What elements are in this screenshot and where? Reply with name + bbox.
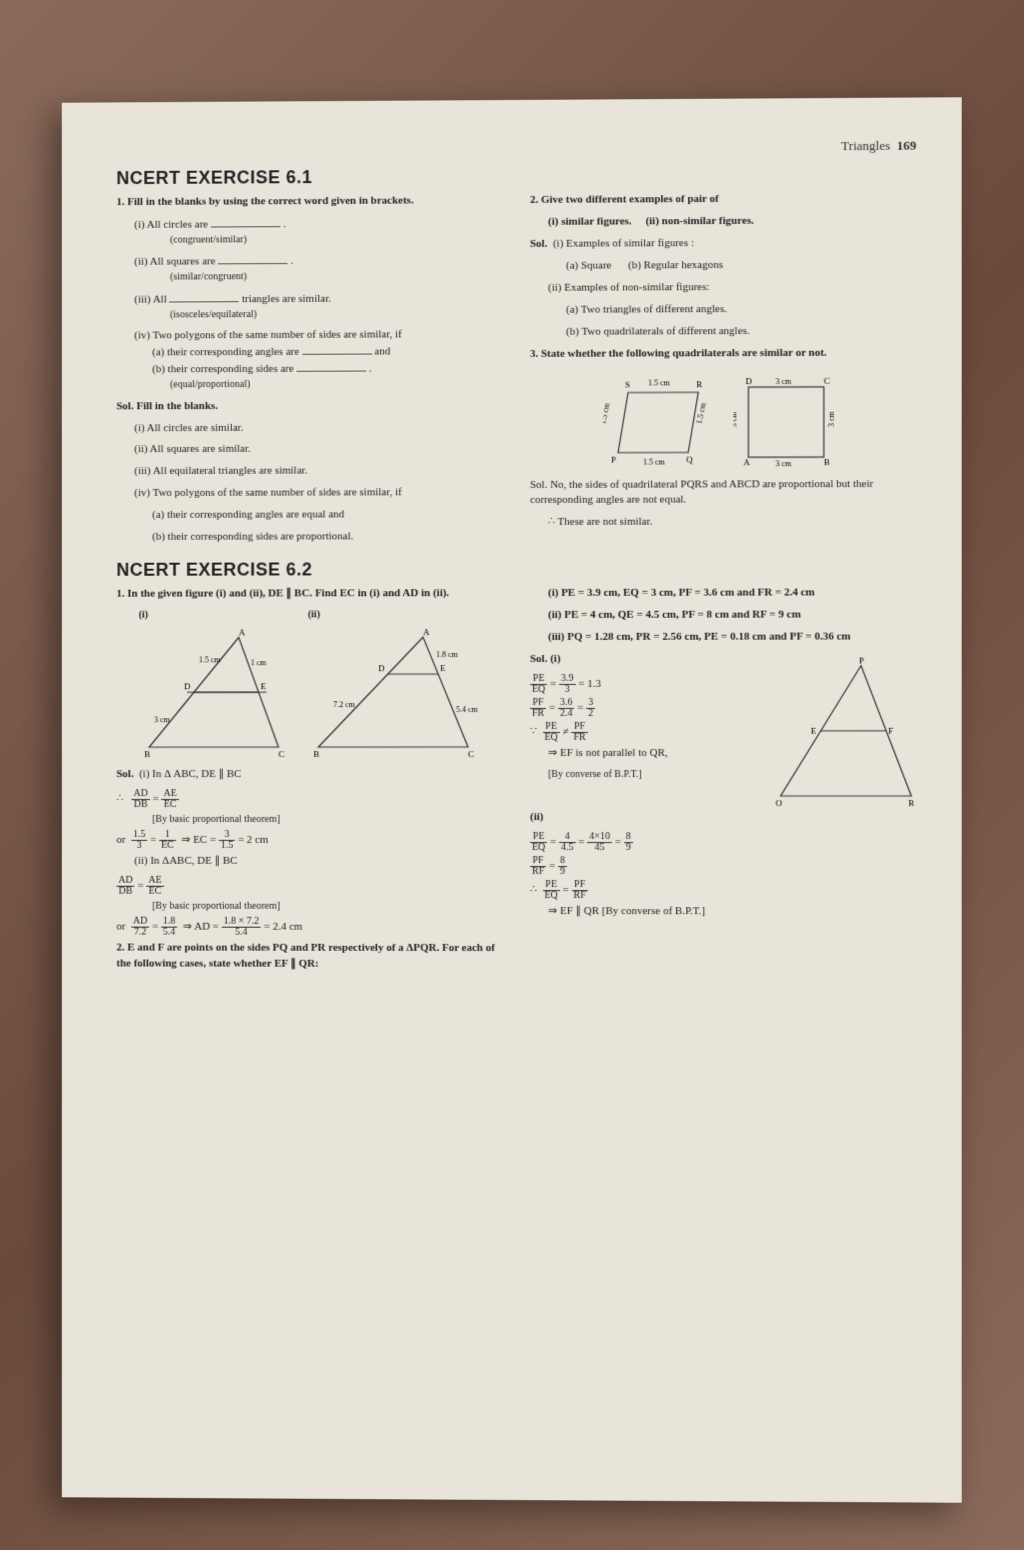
- ex62-left-col: 1. In the given figure (i) and (ii), DE …: [116, 586, 500, 979]
- sol-iv: (iv) Two polygons of the same number of …: [134, 485, 500, 502]
- sol-iv-a: (a) their corresponding angles are equal…: [152, 507, 500, 524]
- svg-text:R: R: [908, 798, 914, 806]
- sol1-intro: Sol. Fill in the blanks.: [116, 398, 500, 415]
- svg-text:P: P: [611, 454, 616, 464]
- blank: [211, 216, 281, 227]
- svg-text:3 cm: 3 cm: [826, 410, 835, 427]
- pqrs-figure: S R P Q 1.5 cm 1.5 cm 1.5 cm 1.5 cm: [603, 372, 713, 467]
- svg-text:A: A: [238, 627, 245, 637]
- svg-text:A: A: [743, 457, 750, 467]
- sol-iv-b: (b) their corresponding sides are propor…: [152, 529, 500, 546]
- svg-text:1.5 cm: 1.5 cm: [648, 378, 671, 387]
- svg-text:1.5 cm: 1.5 cm: [198, 655, 220, 664]
- triangle-i: A B C D E 1.5 cm 1 cm 3 cm: [139, 627, 288, 757]
- svg-text:A: A: [423, 627, 430, 637]
- svg-text:D: D: [745, 376, 752, 386]
- svg-text:Q: Q: [776, 798, 783, 806]
- exercise-61-body: 1. Fill in the blanks by using the corre…: [116, 191, 916, 552]
- svg-text:D: D: [378, 663, 385, 673]
- svg-text:P: P: [859, 655, 864, 665]
- sol3b: ∴ These are not similar.: [548, 514, 916, 531]
- svg-text:E: E: [440, 663, 446, 673]
- svg-text:C: C: [468, 749, 474, 757]
- svg-text:5.4 cm: 5.4 cm: [456, 705, 478, 714]
- q1-ii: (ii) All squares are . (similar/congruen…: [134, 252, 500, 285]
- ex61-right-col: 2. Give two different examples of pair o…: [530, 191, 916, 551]
- q3: 3. State whether the following quadrilat…: [530, 345, 916, 362]
- triangle-pqr: P Q R E F: [776, 655, 917, 806]
- svg-text:C: C: [278, 749, 284, 757]
- svg-text:R: R: [696, 379, 702, 389]
- chapter-name: Triangles: [841, 138, 890, 153]
- svg-text:1.5 cm: 1.5 cm: [643, 457, 666, 466]
- quadrilateral-figures: S R P Q 1.5 cm 1.5 cm 1.5 cm 1.5 cm D C …: [530, 367, 916, 471]
- svg-text:C: C: [823, 375, 829, 385]
- q1-iv: (iv) Two polygons of the same number of …: [134, 327, 500, 393]
- ex61-left-col: 1. Fill in the blanks by using the corre…: [116, 193, 500, 552]
- page-number: 169: [897, 138, 917, 153]
- exercise-62-title: NCERT EXERCISE 6.2: [116, 558, 916, 581]
- svg-text:B: B: [144, 749, 150, 757]
- svg-text:D: D: [183, 681, 190, 691]
- svg-text:F: F: [888, 726, 893, 736]
- ex62-right-col: (i) PE = 3.9 cm, EQ = 3 cm, PF = 3.6 cm …: [530, 585, 916, 980]
- svg-text:7.2 cm: 7.2 cm: [333, 700, 355, 709]
- svg-text:S: S: [625, 379, 630, 389]
- svg-text:3 cm: 3 cm: [154, 715, 170, 724]
- svg-text:3 cm: 3 cm: [733, 410, 738, 427]
- q2: 2. Give two different examples of pair o…: [530, 191, 916, 209]
- svg-text:B: B: [823, 457, 829, 467]
- q1-intro: 1. Fill in the blanks by using the corre…: [116, 193, 500, 211]
- svg-text:B: B: [313, 749, 319, 757]
- sol-i: (i) All circles are similar.: [134, 420, 500, 437]
- svg-text:1 cm: 1 cm: [250, 658, 266, 667]
- svg-text:3 cm: 3 cm: [775, 459, 792, 467]
- sol-iii: (iii) All equilateral triangles are simi…: [134, 463, 500, 480]
- exercise-62-body: 1. In the given figure (i) and (ii), DE …: [116, 585, 916, 980]
- svg-text:E: E: [260, 681, 266, 691]
- abcd-figure: D C A B 3 cm 3 cm 3 cm 3 cm: [733, 371, 844, 467]
- svg-text:Q: Q: [686, 454, 693, 464]
- svg-text:E: E: [811, 726, 817, 736]
- page-header: Triangles 169: [116, 138, 916, 159]
- q1-iii: (iii) All triangles are similar. (isosce…: [134, 290, 500, 323]
- svg-text:1.5 cm: 1.5 cm: [603, 401, 612, 425]
- q1-i: (i) All circles are . (congruent/similar…: [134, 215, 500, 248]
- triangle-ii: A B C D E 7.2 cm 1.8 cm 5.4 cm: [308, 627, 478, 757]
- ex62-q1: 1. In the given figure (i) and (ii), DE …: [116, 586, 500, 603]
- svg-text:1.8 cm: 1.8 cm: [436, 650, 459, 659]
- svg-text:3 cm: 3 cm: [775, 376, 792, 385]
- sol-ii: (ii) All squares are similar.: [134, 441, 500, 458]
- sol3: Sol. No, the sides of quadrilateral PQRS…: [530, 476, 916, 509]
- triangle-figures: (i) A B C D E 1.5 cm 1 cm 3 cm: [116, 608, 500, 761]
- exercise-61-title: NCERT EXERCISE 6.1: [116, 164, 916, 189]
- textbook-page: Triangles 169 NCERT EXERCISE 6.1 1. Fill…: [62, 97, 962, 1503]
- ex62-q2: 2. E and F are points on the sides PQ an…: [116, 941, 500, 973]
